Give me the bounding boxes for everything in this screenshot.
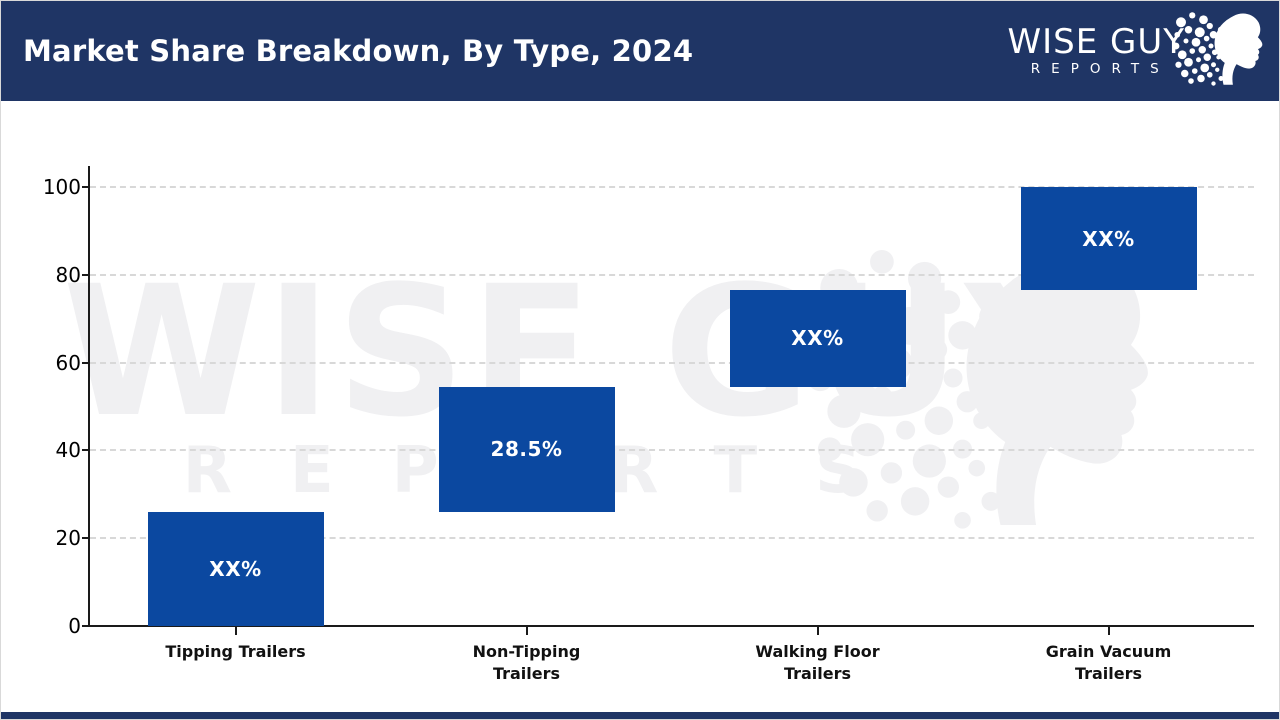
x-tick	[816, 627, 819, 635]
footer-bar	[1, 712, 1279, 719]
chart-title: Market Share Breakdown, By Type, 2024	[23, 34, 694, 68]
gridline	[90, 186, 1254, 188]
y-tick-label: 80	[55, 262, 81, 287]
y-axis-spine	[88, 166, 90, 627]
y-tick-label: 60	[55, 350, 81, 375]
bar: XX%	[1020, 187, 1197, 291]
y-tick-label: 20	[55, 526, 81, 551]
gridline	[90, 449, 1254, 452]
x-tick	[234, 627, 237, 635]
header: Market Share Breakdown, By Type, 2024 WI…	[1, 1, 1279, 101]
y-tick	[82, 273, 90, 276]
bar-value-label: XX%	[1082, 226, 1135, 251]
x-axis-label: Walking Floor Trailers	[755, 642, 880, 683]
y-tick	[82, 361, 90, 364]
x-axis-label: Grain Vacuum Trailers	[1045, 642, 1172, 683]
bar-value-label: XX%	[791, 326, 844, 351]
bar-value-label: 28.5%	[490, 437, 563, 462]
bar: 28.5%	[438, 386, 615, 512]
gridline	[90, 537, 1254, 540]
y-tick	[82, 449, 90, 452]
brand-head-icon	[1172, 12, 1263, 86]
y-tick-label: 0	[68, 614, 81, 638]
bar: XX%	[729, 290, 906, 387]
x-tick	[525, 627, 528, 635]
x-axis-spine	[88, 625, 1254, 627]
y-tick-label: 100	[42, 175, 81, 199]
brand-logo-text: WISE GUY REPORTS	[1007, 25, 1185, 77]
y-tick	[82, 537, 90, 540]
bar: XX%	[147, 511, 324, 626]
brand-logo: WISE GUY REPORTS	[1007, 7, 1271, 95]
y-tick	[82, 625, 90, 627]
x-tick	[1107, 627, 1110, 635]
y-tick	[82, 186, 90, 188]
gridline	[90, 273, 1254, 276]
bar-value-label: XX%	[209, 556, 262, 581]
x-axis-label: Non-Tipping Trailers	[472, 642, 581, 683]
y-tick-label: 40	[55, 438, 81, 463]
brand-name: WISE GUY	[1007, 22, 1185, 63]
x-axis-label: Tipping Trailers	[165, 642, 306, 661]
brand-subtitle: REPORTS	[1030, 61, 1170, 78]
gridline	[90, 361, 1254, 364]
